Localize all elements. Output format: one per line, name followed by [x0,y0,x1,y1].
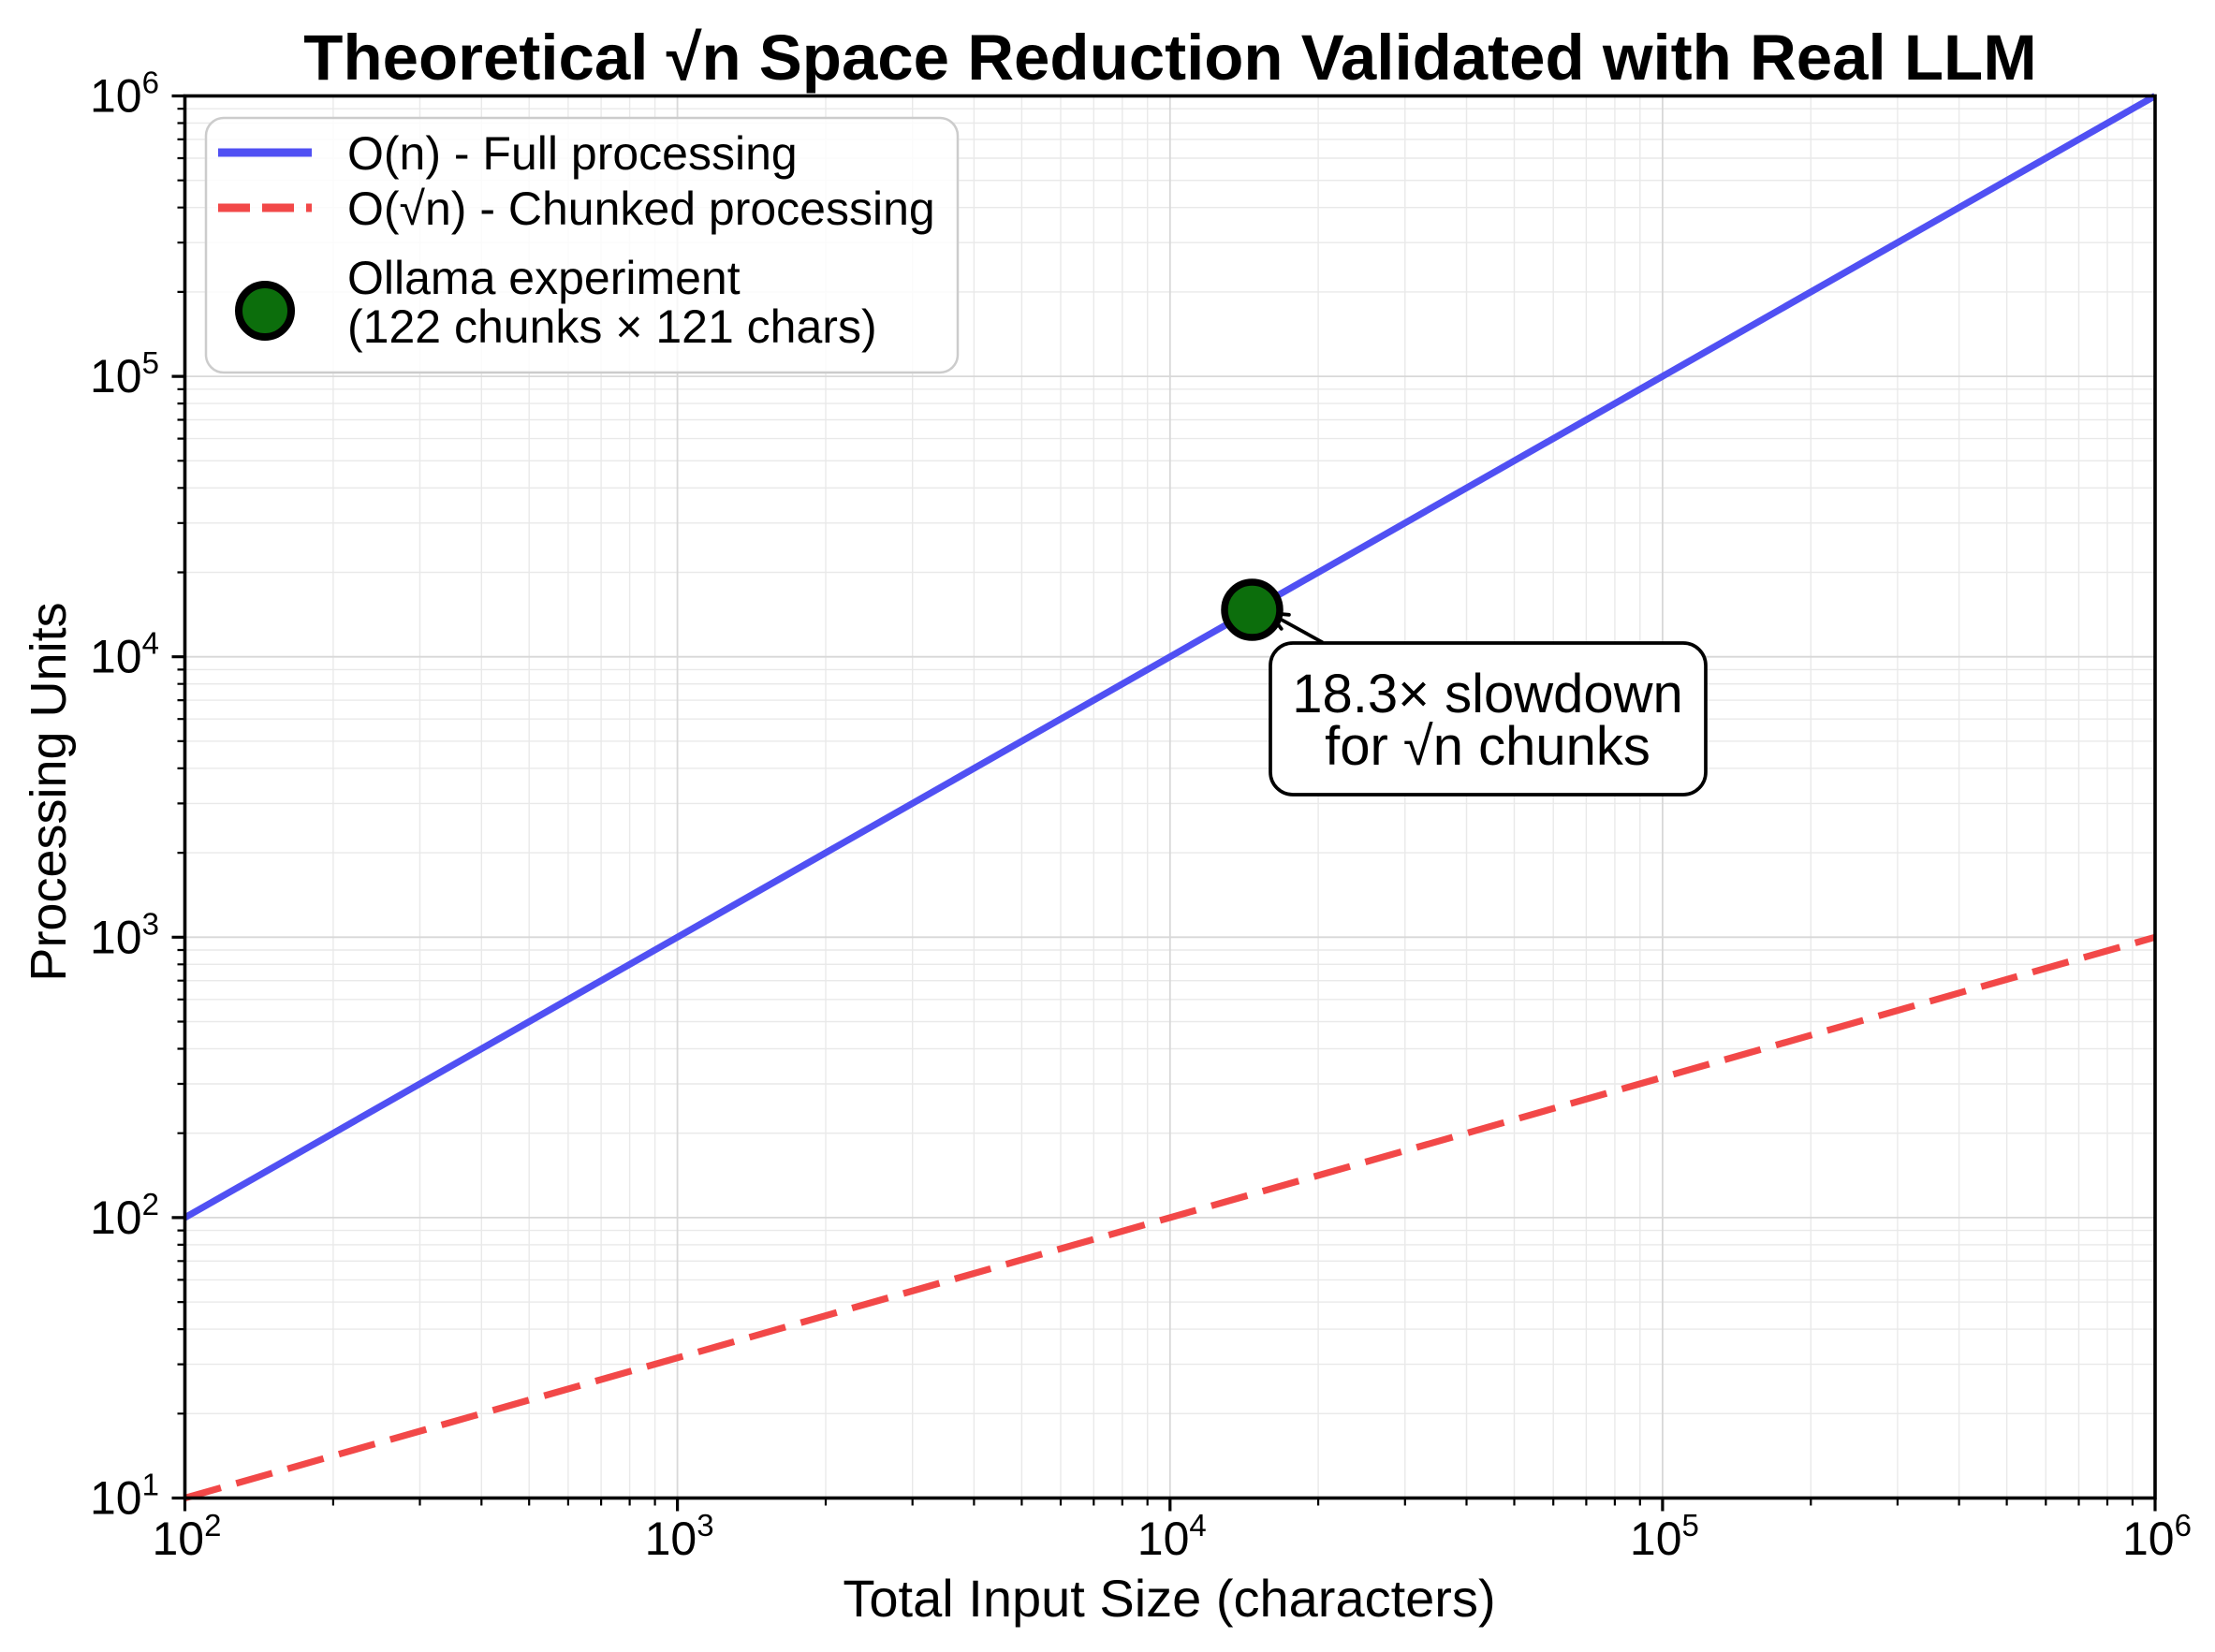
svg-text:Total Input Size (characters): Total Input Size (characters) [843,1569,1495,1628]
svg-text:18.3× slowdown: 18.3× slowdown [1292,664,1683,724]
svg-text:(122 chunks × 121 chars): (122 chunks × 121 chars) [347,300,877,353]
svg-text:Theoretical √n Space Reduction: Theoretical √n Space Reduction Validated… [303,22,2036,94]
svg-text:Ollama experiment: Ollama experiment [347,252,741,304]
svg-text:104: 104 [90,626,159,683]
svg-text:for √n chunks: for √n chunks [1325,716,1650,777]
svg-text:Processing Units: Processing Units [21,602,77,981]
svg-text:O(√n) - Chunked processing: O(√n) - Chunked processing [347,183,935,235]
svg-text:O(n) - Full processing: O(n) - Full processing [347,127,798,180]
svg-text:103: 103 [90,906,159,963]
